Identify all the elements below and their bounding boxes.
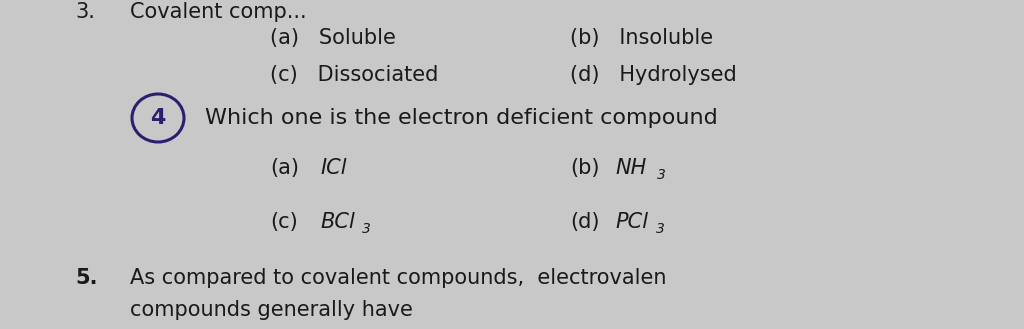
Text: 3.: 3. xyxy=(75,2,95,22)
Text: Which one is the electron deficient compound: Which one is the electron deficient comp… xyxy=(205,108,718,128)
Text: 3: 3 xyxy=(656,222,665,236)
Text: (b)   Insoluble: (b) Insoluble xyxy=(570,28,713,48)
Text: Covalent comp...: Covalent comp... xyxy=(130,2,306,22)
Text: 3: 3 xyxy=(362,222,371,236)
Text: 4: 4 xyxy=(151,108,166,128)
Text: 5.: 5. xyxy=(75,268,97,288)
Text: (d)   Hydrolysed: (d) Hydrolysed xyxy=(570,65,736,85)
Text: (c): (c) xyxy=(270,212,298,232)
Text: (c)   Dissociated: (c) Dissociated xyxy=(270,65,438,85)
Text: PCl: PCl xyxy=(615,212,648,232)
Text: (b): (b) xyxy=(570,158,599,178)
Text: As compared to covalent compounds,  electrovalen: As compared to covalent compounds, elect… xyxy=(130,268,667,288)
Text: compounds generally have: compounds generally have xyxy=(130,300,413,320)
Text: (a): (a) xyxy=(270,158,299,178)
Text: BCl: BCl xyxy=(319,212,354,232)
Text: NH: NH xyxy=(615,158,646,178)
Text: ICl: ICl xyxy=(319,158,346,178)
Text: (d): (d) xyxy=(570,212,599,232)
Text: (a)   Soluble: (a) Soluble xyxy=(270,28,396,48)
Text: 3: 3 xyxy=(657,168,666,182)
